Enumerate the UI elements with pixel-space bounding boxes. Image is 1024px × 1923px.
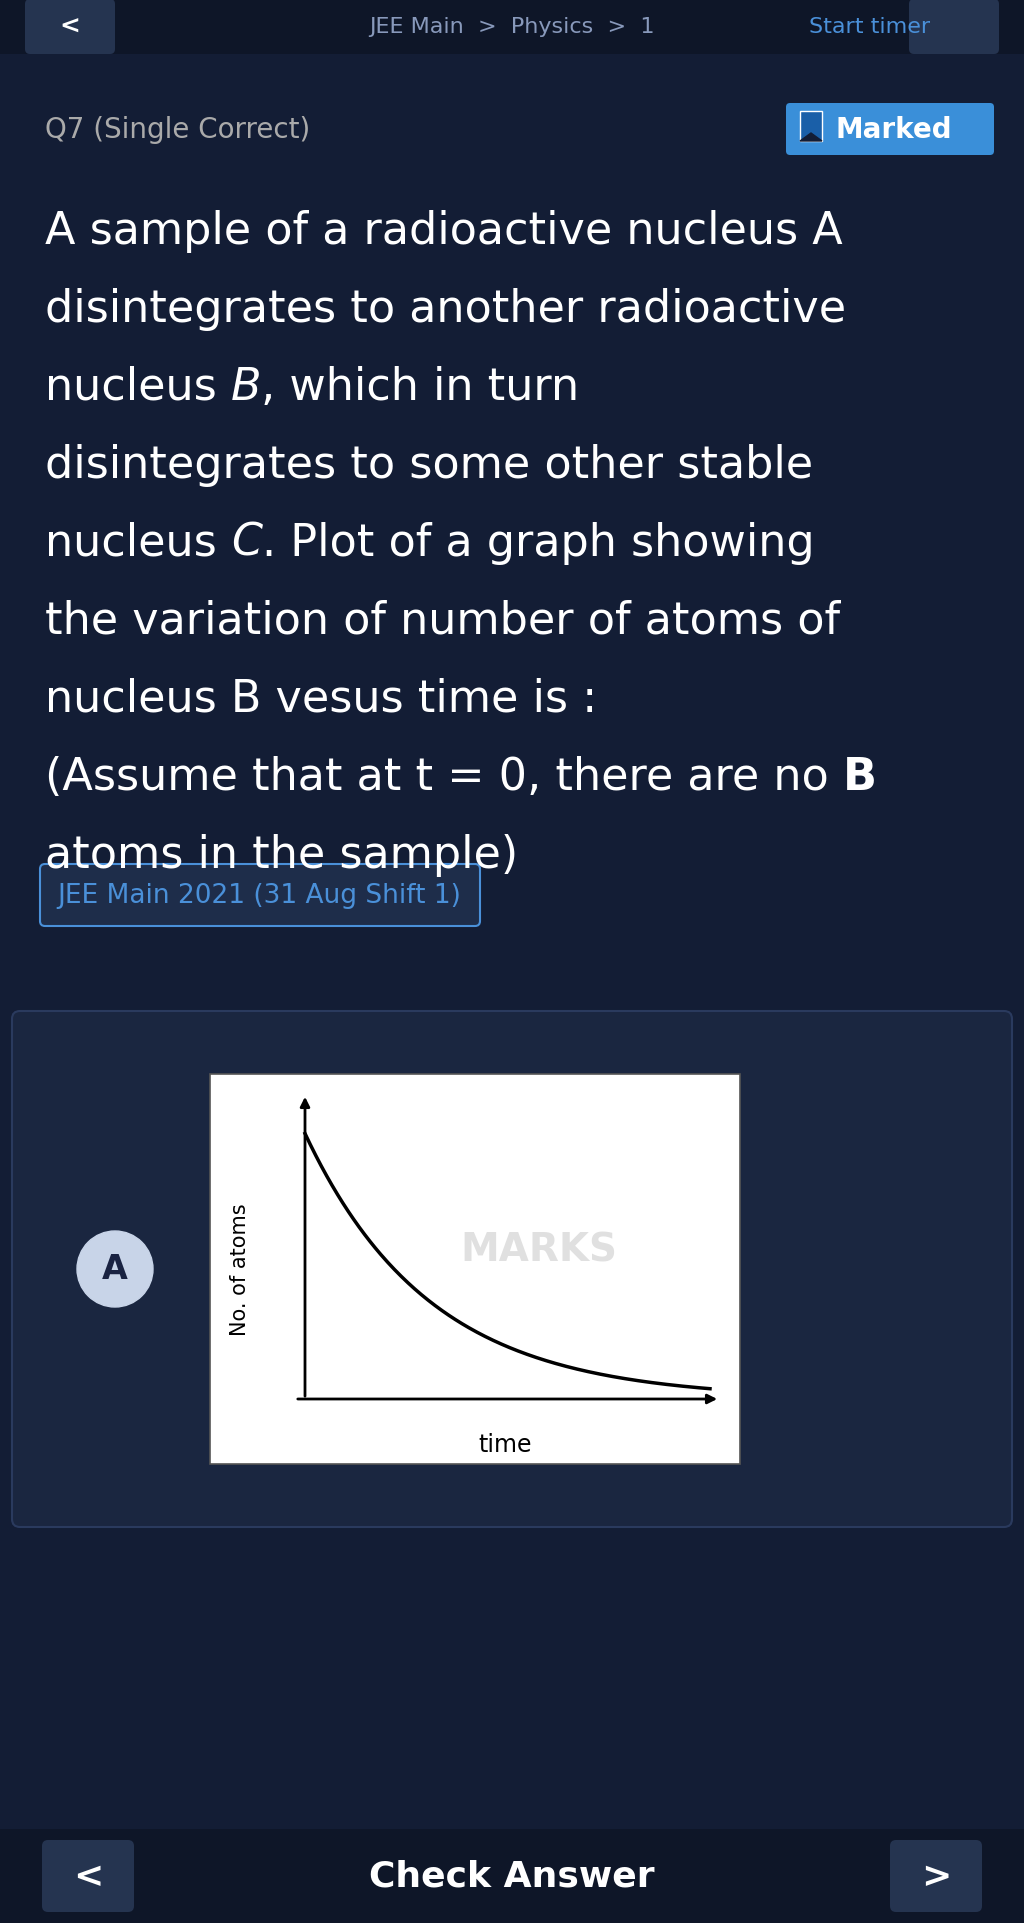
Text: C: C xyxy=(230,521,262,565)
Text: JEE Main  >  Physics  >  1: JEE Main > Physics > 1 xyxy=(370,17,654,37)
Text: nucleus: nucleus xyxy=(45,365,230,410)
FancyBboxPatch shape xyxy=(210,1075,740,1463)
Text: MARKS: MARKS xyxy=(460,1231,617,1269)
Text: Marked: Marked xyxy=(835,115,951,144)
FancyBboxPatch shape xyxy=(40,865,480,927)
Text: <: < xyxy=(73,1860,103,1892)
Text: time: time xyxy=(478,1433,531,1456)
Text: A sample of a radioactive nucleus A: A sample of a radioactive nucleus A xyxy=(45,210,843,252)
Text: No. of atoms: No. of atoms xyxy=(230,1204,250,1336)
Text: A: A xyxy=(102,1254,128,1286)
Text: disintegrates to another radioactive: disintegrates to another radioactive xyxy=(45,288,846,331)
Text: Start timer: Start timer xyxy=(809,17,931,37)
Text: <: < xyxy=(59,15,81,38)
FancyBboxPatch shape xyxy=(25,0,115,56)
Text: nucleus: nucleus xyxy=(45,521,230,565)
FancyBboxPatch shape xyxy=(0,0,1024,56)
Text: . Plot of a graph showing: . Plot of a graph showing xyxy=(262,521,815,565)
Text: B: B xyxy=(843,756,877,798)
Text: B: B xyxy=(230,365,261,410)
Text: the variation of number of atoms of: the variation of number of atoms of xyxy=(45,600,840,642)
Text: (Assume that at t = 0, there are no: (Assume that at t = 0, there are no xyxy=(45,756,843,798)
Text: atoms in the sample): atoms in the sample) xyxy=(45,833,518,877)
FancyBboxPatch shape xyxy=(786,104,994,156)
Polygon shape xyxy=(800,135,822,142)
FancyBboxPatch shape xyxy=(12,1011,1012,1527)
FancyBboxPatch shape xyxy=(909,0,999,56)
FancyBboxPatch shape xyxy=(890,1840,982,1911)
Circle shape xyxy=(77,1231,153,1308)
Text: nucleus B vesus time is :: nucleus B vesus time is : xyxy=(45,677,597,721)
FancyBboxPatch shape xyxy=(0,1829,1024,1923)
FancyBboxPatch shape xyxy=(800,112,822,142)
Text: Q7 (Single Correct): Q7 (Single Correct) xyxy=(45,115,310,144)
Text: disintegrates to some other stable: disintegrates to some other stable xyxy=(45,444,813,487)
Text: >: > xyxy=(921,1860,951,1892)
Text: , which in turn: , which in turn xyxy=(261,365,580,410)
Text: Check Answer: Check Answer xyxy=(370,1860,654,1892)
Text: JEE Main 2021 (31 Aug Shift 1): JEE Main 2021 (31 Aug Shift 1) xyxy=(57,883,461,908)
FancyBboxPatch shape xyxy=(42,1840,134,1911)
